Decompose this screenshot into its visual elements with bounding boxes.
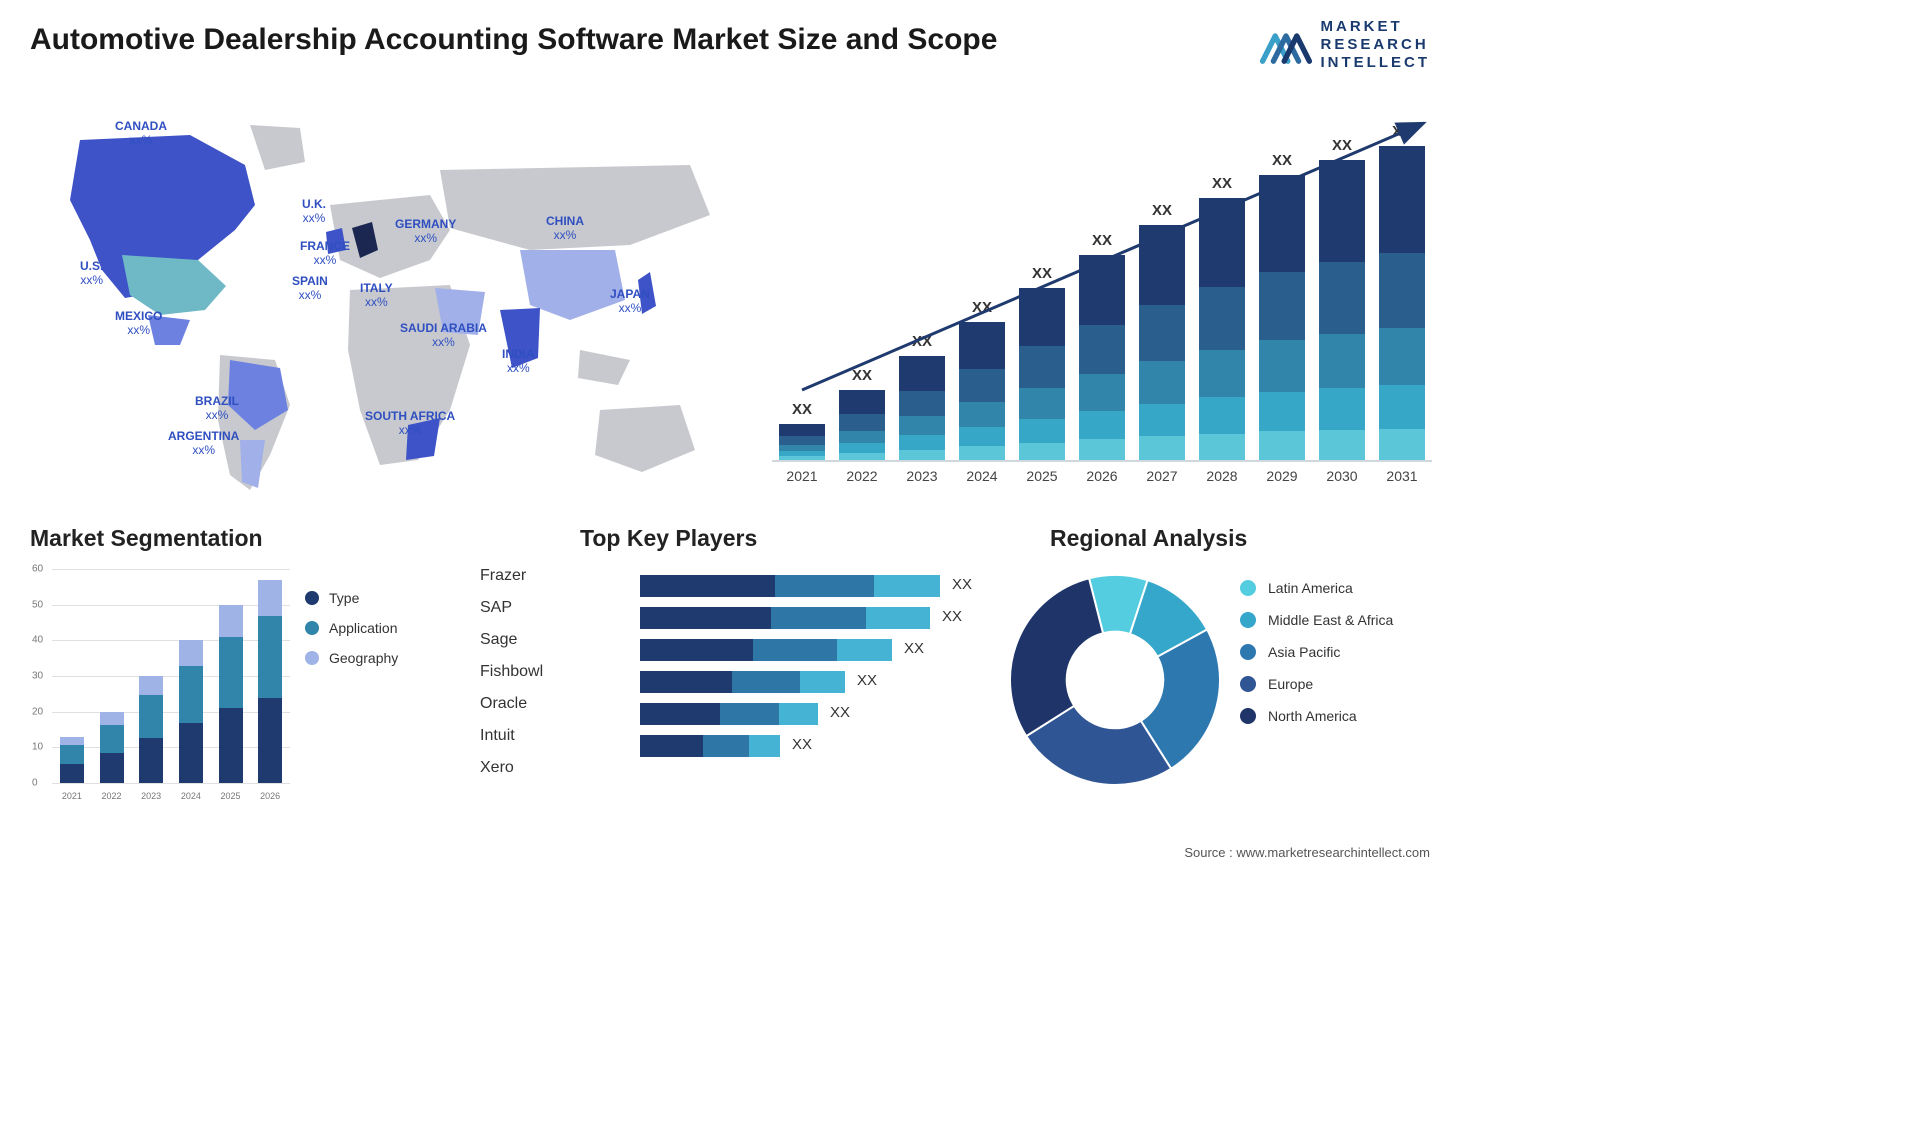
key-player-value: XX [857,672,877,689]
segmentation-bar [60,737,84,783]
bar-year-label: 2023 [906,468,937,484]
key-player-bar: XX [640,732,950,764]
bar-year-label: 2021 [786,468,817,484]
y-axis-tick: 0 [32,778,38,789]
regional-title: Regional Analysis [1050,525,1247,552]
bar-year-label: 2026 [1086,468,1117,484]
map-label: MEXICOxx% [115,310,162,338]
key-player-name: Sage [480,624,543,656]
region-legend-item: North America [1240,708,1393,724]
segmentation-bar [100,712,124,783]
x-axis-tick: 2021 [62,791,82,801]
market-size-chart: XX2021XX2022XX2023XX2024XX2025XX2026XX20… [772,125,1432,490]
key-player-bar: XX [640,636,950,668]
map-label: SOUTH AFRICAxx% [365,410,455,438]
key-player-value: XX [792,736,812,753]
y-axis-tick: 20 [32,706,43,717]
y-axis-tick: 10 [32,742,43,753]
legend-item: Application [305,620,398,636]
bar-year-label: 2022 [846,468,877,484]
key-players-bars: XXXXXXXXXXXX [640,572,950,764]
segmentation-title: Market Segmentation [30,525,263,552]
bar-year-label: 2027 [1146,468,1177,484]
bar-year-label: 2031 [1386,468,1417,484]
map-label: ARGENTINAxx% [168,430,239,458]
map-label: U.K.xx% [302,198,326,226]
y-axis-tick: 60 [32,564,43,575]
map-label: CHINAxx% [546,215,584,243]
key-players-title: Top Key Players [580,525,757,552]
y-axis-tick: 50 [32,599,43,610]
x-axis-tick: 2026 [260,791,280,801]
key-player-bar: XX [640,700,950,732]
key-player-value: XX [942,608,962,625]
bar-year-label: 2028 [1206,468,1237,484]
segmentation-bar [179,640,203,783]
segmentation-bar [139,676,163,783]
region-legend-item: Middle East & Africa [1240,612,1393,628]
segmentation-legend: Type Application Geography [305,590,398,680]
key-player-value: XX [952,576,972,593]
region-legend-item: Asia Pacific [1240,644,1393,660]
segmentation-chart: 0 10 20 30 40 50 60 2021 2022 2023 2024 2025 2026 [30,565,290,805]
logo-line2: RESEARCH [1321,36,1431,54]
map-label: INDIAxx% [502,348,535,376]
trend-arrow-icon [772,119,1432,464]
logo-line1: MARKET [1321,18,1431,36]
map-label: JAPANxx% [610,288,650,316]
map-label: SPAINxx% [292,275,328,303]
key-player-bar: XX [640,572,950,604]
brand-logo: MARKET RESEARCH INTELLECT [1259,18,1431,72]
bar-year-label: 2025 [1026,468,1057,484]
key-player-name: Intuit [480,720,543,752]
key-player-bar: XX [640,668,950,700]
key-player-name: Frazer [480,560,543,592]
key-player-bar: XX [640,604,950,636]
key-players-list: FrazerSAPSageFishbowlOracleIntuitXero [480,560,543,784]
region-legend-item: Latin America [1240,580,1393,596]
region-legend-item: Europe [1240,676,1393,692]
x-axis-tick: 2024 [181,791,201,801]
key-player-name: Fishbowl [480,656,543,688]
logo-mark-icon [1259,25,1313,65]
map-label: GERMANYxx% [395,218,456,246]
x-axis-tick: 2023 [141,791,161,801]
key-player-name: SAP [480,592,543,624]
regional-legend: Latin America Middle East & Africa Asia Pa… [1240,580,1393,740]
key-player-value: XX [904,640,924,657]
y-axis-tick: 30 [32,671,43,682]
logo-line3: INTELLECT [1321,54,1431,72]
y-axis-tick: 40 [32,635,43,646]
x-axis-tick: 2025 [220,791,240,801]
world-map: CANADAxx% U.S.xx% MEXICOxx% BRAZILxx% ARGENT… [30,110,730,510]
map-label: CANADAxx% [115,120,167,148]
legend-item: Geography [305,650,398,666]
map-label: SAUDI ARABIAxx% [400,322,487,350]
bar-year-label: 2029 [1266,468,1297,484]
bar-year-label: 2024 [966,468,997,484]
key-player-name: Oracle [480,688,543,720]
page-title: Automotive Dealership Accounting Softwar… [30,20,1030,59]
key-player-name: Xero [480,752,543,784]
segmentation-bar [258,580,282,783]
map-label: BRAZILxx% [195,395,239,423]
source-attribution: Source : www.marketresearchintellect.com [1184,845,1430,860]
legend-item: Type [305,590,398,606]
x-axis-tick: 2022 [101,791,121,801]
map-label: FRANCExx% [300,240,350,268]
bar-year-label: 2030 [1326,468,1357,484]
segmentation-bar [219,605,243,783]
regional-donut [1000,565,1230,795]
map-label: ITALYxx% [360,282,393,310]
map-label: U.S.xx% [80,260,103,288]
key-player-value: XX [830,704,850,721]
